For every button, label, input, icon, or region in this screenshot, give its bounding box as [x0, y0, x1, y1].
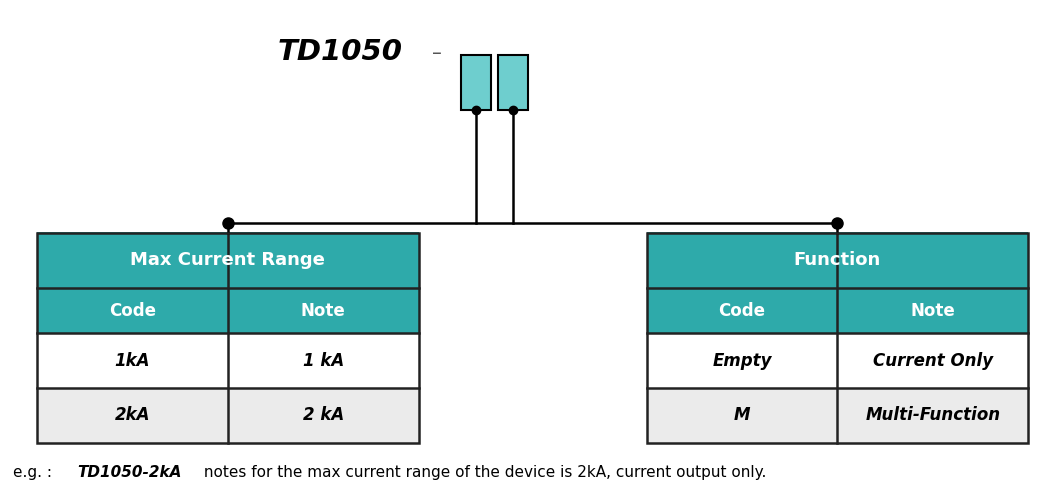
- Bar: [498, 55, 528, 110]
- Text: notes for the max current range of the device is 2kA, current output only.: notes for the max current range of the d…: [199, 465, 766, 480]
- Text: Multi-Function: Multi-Function: [865, 406, 1001, 424]
- Text: Function: Function: [794, 252, 881, 270]
- Bar: [37, 232, 419, 334]
- Text: Current Only: Current Only: [872, 352, 993, 370]
- Bar: [647, 388, 1028, 442]
- Text: Code: Code: [109, 302, 156, 320]
- Bar: [37, 388, 419, 442]
- Bar: [37, 232, 419, 442]
- Bar: [647, 232, 1028, 442]
- Text: TD1050-2kA: TD1050-2kA: [77, 465, 181, 480]
- Text: M: M: [734, 406, 750, 424]
- Bar: [461, 55, 491, 110]
- Text: TD1050: TD1050: [278, 38, 403, 66]
- Bar: [37, 334, 419, 388]
- Text: Note: Note: [911, 302, 955, 320]
- Text: Max Current Range: Max Current Range: [130, 252, 325, 270]
- Text: 2kA: 2kA: [114, 406, 151, 424]
- Text: Code: Code: [719, 302, 765, 320]
- Text: –: –: [432, 44, 442, 63]
- Text: e.g. :: e.g. :: [13, 465, 61, 480]
- Text: 1 kA: 1 kA: [303, 352, 343, 370]
- Bar: [647, 334, 1028, 388]
- Text: 1kA: 1kA: [114, 352, 151, 370]
- Bar: [647, 232, 1028, 334]
- Text: 2 kA: 2 kA: [303, 406, 343, 424]
- Text: Empty: Empty: [712, 352, 772, 370]
- Text: Note: Note: [301, 302, 346, 320]
